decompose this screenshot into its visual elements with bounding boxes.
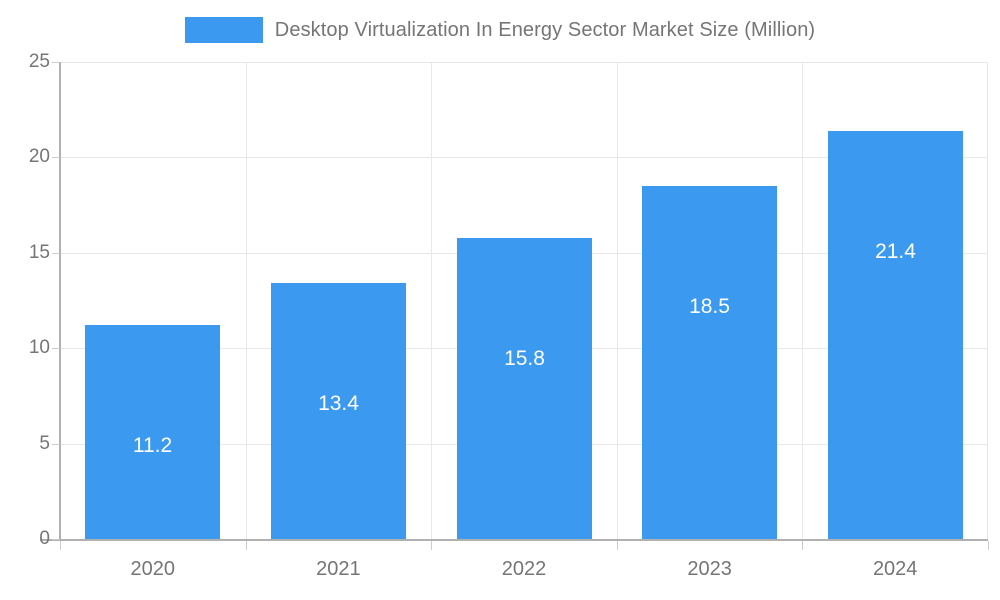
gridline-vertical [431,62,432,539]
bar-value-label: 13.4 [318,392,359,416]
y-axis-tick-mark [52,539,60,540]
x-axis-tick-label-2020: 2020 [130,558,176,580]
chart-legend: Desktop Virtualization In Energy Sector … [0,0,1000,60]
bar-2020[interactable]: 11.2 [85,325,220,539]
x-axis-tick-mark [988,541,989,550]
bar-value-label: 11.2 [132,434,173,458]
x-axis-tick-label-2022: 2022 [501,558,547,580]
x-axis-tick-label-2024: 2024 [872,558,918,580]
bar-value-label: 21.4 [875,239,916,263]
y-axis-tick-label: 10 [28,337,50,359]
gridline-horizontal [60,62,988,63]
legend-color-swatch-icon [184,17,263,43]
bar-2022[interactable]: 15.8 [457,237,592,539]
gridline-vertical [617,62,618,539]
y-axis-tick-label: 20 [28,146,50,168]
y-axis-tick-mark [52,157,60,159]
y-axis-tick-label: 5 [39,432,50,454]
gridline-vertical [802,62,803,539]
x-axis-tick-mark [802,541,803,550]
x-axis-line [40,539,988,541]
bar-2021[interactable]: 13.4 [271,283,406,539]
gridline-horizontal [60,157,988,159]
bar-2024[interactable]: 21.4 [828,130,963,539]
y-axis-tick-label: 0 [39,528,50,549]
bar-value-label: 18.5 [689,295,730,319]
bar-2023[interactable]: 18.5 [642,186,777,539]
y-axis-ticks: 0 5 10 15 20 25 [0,0,60,600]
legend-item-label: Desktop Virtualization In Energy Sector … [274,18,816,41]
y-axis-tick-mark [52,348,60,350]
y-axis-tick-mark [52,252,60,254]
y-axis-line [59,62,61,540]
gridline-vertical [246,62,247,539]
y-axis-tick-mark [52,62,60,63]
x-axis-tick-mark [60,541,61,550]
x-axis-tick-mark [617,541,618,550]
plot-right-border [987,62,988,539]
legend-item-market-size[interactable]: Desktop Virtualization In Energy Sector … [184,17,816,43]
plot-area: 11.2 13.4 15.8 18.5 21.4 [60,62,988,540]
y-axis-tick-label: 15 [28,241,50,263]
x-axis-tick-label-2021: 2021 [316,558,361,580]
y-axis-tick-label: 25 [28,51,50,72]
y-axis-tick-mark [52,443,60,445]
x-axis-tick-mark [246,541,247,550]
bar-value-label: 15.8 [504,346,545,370]
x-axis-tick-label-2023: 2023 [687,558,732,580]
x-axis-tick-mark [431,541,432,550]
